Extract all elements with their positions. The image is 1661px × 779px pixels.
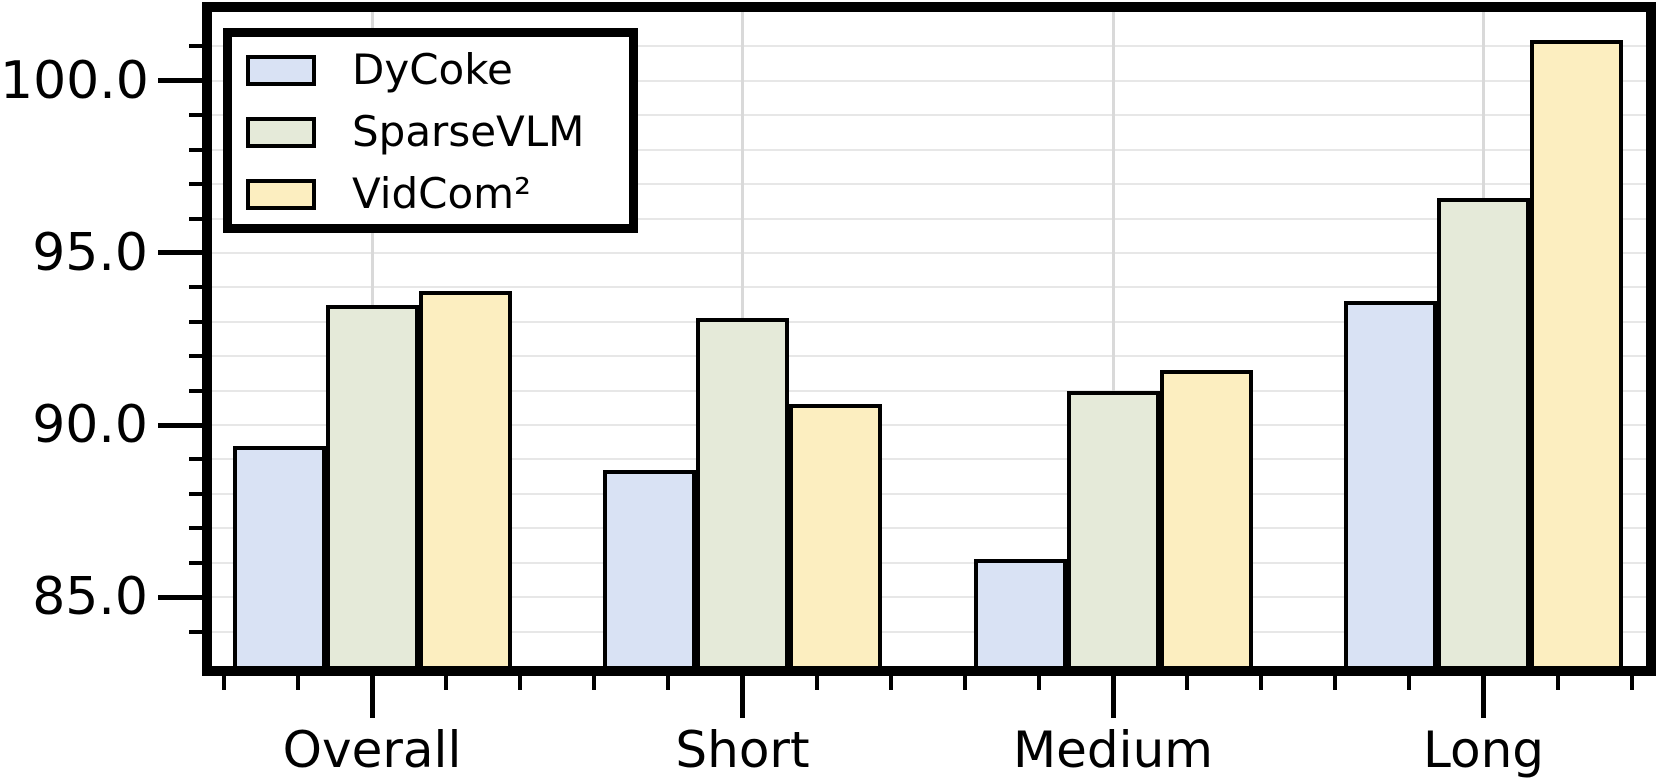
- x-minor-tick: [295, 676, 300, 690]
- y-major-tick: [158, 250, 203, 256]
- bar-dycoke-short: [603, 469, 696, 666]
- gridline-horizontal: [212, 251, 1646, 254]
- x-category-label: Medium: [1013, 721, 1213, 779]
- bar-dycoke-long: [1344, 301, 1437, 666]
- y-minor-tick: [189, 285, 203, 290]
- gridline-horizontal: [212, 596, 1646, 599]
- x-minor-tick: [888, 676, 893, 690]
- y-tick-label: 85.0: [32, 567, 148, 628]
- x-minor-tick: [1555, 676, 1560, 690]
- gridline-horizontal: [212, 355, 1646, 358]
- y-minor-tick: [189, 629, 203, 634]
- gridline-horizontal: [212, 527, 1646, 530]
- bar-sparsevlm-short: [696, 318, 789, 666]
- gridline-horizontal: [212, 424, 1646, 427]
- gridline-horizontal: [212, 389, 1646, 392]
- x-minor-tick: [444, 676, 449, 690]
- bar-vidcom-overall: [418, 290, 512, 666]
- x-major-tick: [740, 676, 745, 718]
- legend: DyCoke SparseVLM VidCom²: [223, 28, 638, 233]
- gridline-horizontal: [212, 320, 1646, 323]
- gridline-horizontal: [212, 630, 1646, 633]
- x-major-tick: [1481, 676, 1486, 718]
- x-minor-tick: [1407, 676, 1412, 690]
- bar-dycoke-medium: [973, 559, 1067, 666]
- x-minor-tick: [1333, 676, 1338, 690]
- y-major-tick: [158, 422, 203, 428]
- bar-vidcom-medium: [1159, 369, 1253, 666]
- y-minor-tick: [189, 44, 203, 49]
- y-tick-label: 95.0: [32, 222, 148, 283]
- gridline-horizontal: [212, 217, 1646, 220]
- x-minor-tick: [814, 676, 819, 690]
- gridline-horizontal: [212, 79, 1646, 82]
- y-minor-tick: [189, 216, 203, 221]
- legend-swatch-vidcom: [246, 178, 316, 210]
- gridline-horizontal: [212, 114, 1646, 117]
- legend-swatch-dycoke: [246, 54, 316, 86]
- legend-label: SparseVLM: [352, 107, 585, 156]
- bar-dycoke-overall: [232, 445, 326, 666]
- plot-frame: [202, 2, 1656, 676]
- gridline-horizontal: [212, 45, 1646, 48]
- gridline-horizontal: [212, 286, 1646, 289]
- x-category-label: Overall: [282, 721, 462, 779]
- y-minor-tick: [189, 388, 203, 393]
- legend-item: DyCoke: [246, 39, 629, 101]
- bar-vidcom-short: [789, 404, 882, 666]
- y-major-tick: [158, 594, 203, 600]
- gridline-horizontal: [212, 458, 1646, 461]
- y-minor-tick: [189, 560, 203, 565]
- y-tick-label: 100.0: [0, 50, 149, 111]
- x-minor-tick: [1185, 676, 1190, 690]
- x-major-tick: [369, 676, 375, 718]
- x-major-tick: [1110, 676, 1116, 718]
- y-minor-tick: [189, 526, 203, 531]
- gridline-horizontal: [212, 148, 1646, 151]
- gridline-horizontal: [212, 492, 1646, 495]
- x-minor-tick: [518, 676, 523, 690]
- legend-swatch-sparsevlm: [246, 116, 316, 148]
- bar-sparsevlm-long: [1437, 197, 1530, 666]
- x-category-label: Long: [1423, 721, 1544, 779]
- gridline-horizontal: [212, 561, 1646, 564]
- legend-label: VidCom²: [352, 169, 531, 218]
- y-minor-tick: [189, 491, 203, 496]
- x-minor-tick: [666, 676, 671, 690]
- x-category-label: Short: [675, 721, 810, 779]
- y-minor-tick: [189, 147, 203, 152]
- y-tick-label: 90.0: [32, 395, 148, 456]
- legend-label: DyCoke: [352, 45, 513, 94]
- plot-area: [212, 12, 1646, 666]
- bar-vidcom-long: [1530, 39, 1623, 666]
- x-minor-tick: [592, 676, 597, 690]
- x-minor-tick: [1259, 676, 1264, 690]
- y-minor-tick: [189, 457, 203, 462]
- y-minor-tick: [189, 182, 203, 187]
- gridline-vertical: [1111, 12, 1115, 666]
- bar-sparsevlm-medium: [1066, 390, 1160, 666]
- x-minor-tick: [962, 676, 967, 690]
- bar-sparsevlm-overall: [325, 304, 419, 666]
- gridline-horizontal: [212, 183, 1646, 186]
- x-minor-tick: [221, 676, 226, 690]
- x-minor-tick: [1036, 676, 1041, 690]
- legend-item: VidCom²: [246, 163, 629, 225]
- legend-item: SparseVLM: [246, 101, 629, 163]
- y-major-tick: [158, 78, 203, 84]
- y-minor-tick: [189, 354, 203, 359]
- x-minor-tick: [1629, 676, 1634, 690]
- y-minor-tick: [189, 319, 203, 324]
- y-minor-tick: [189, 113, 203, 118]
